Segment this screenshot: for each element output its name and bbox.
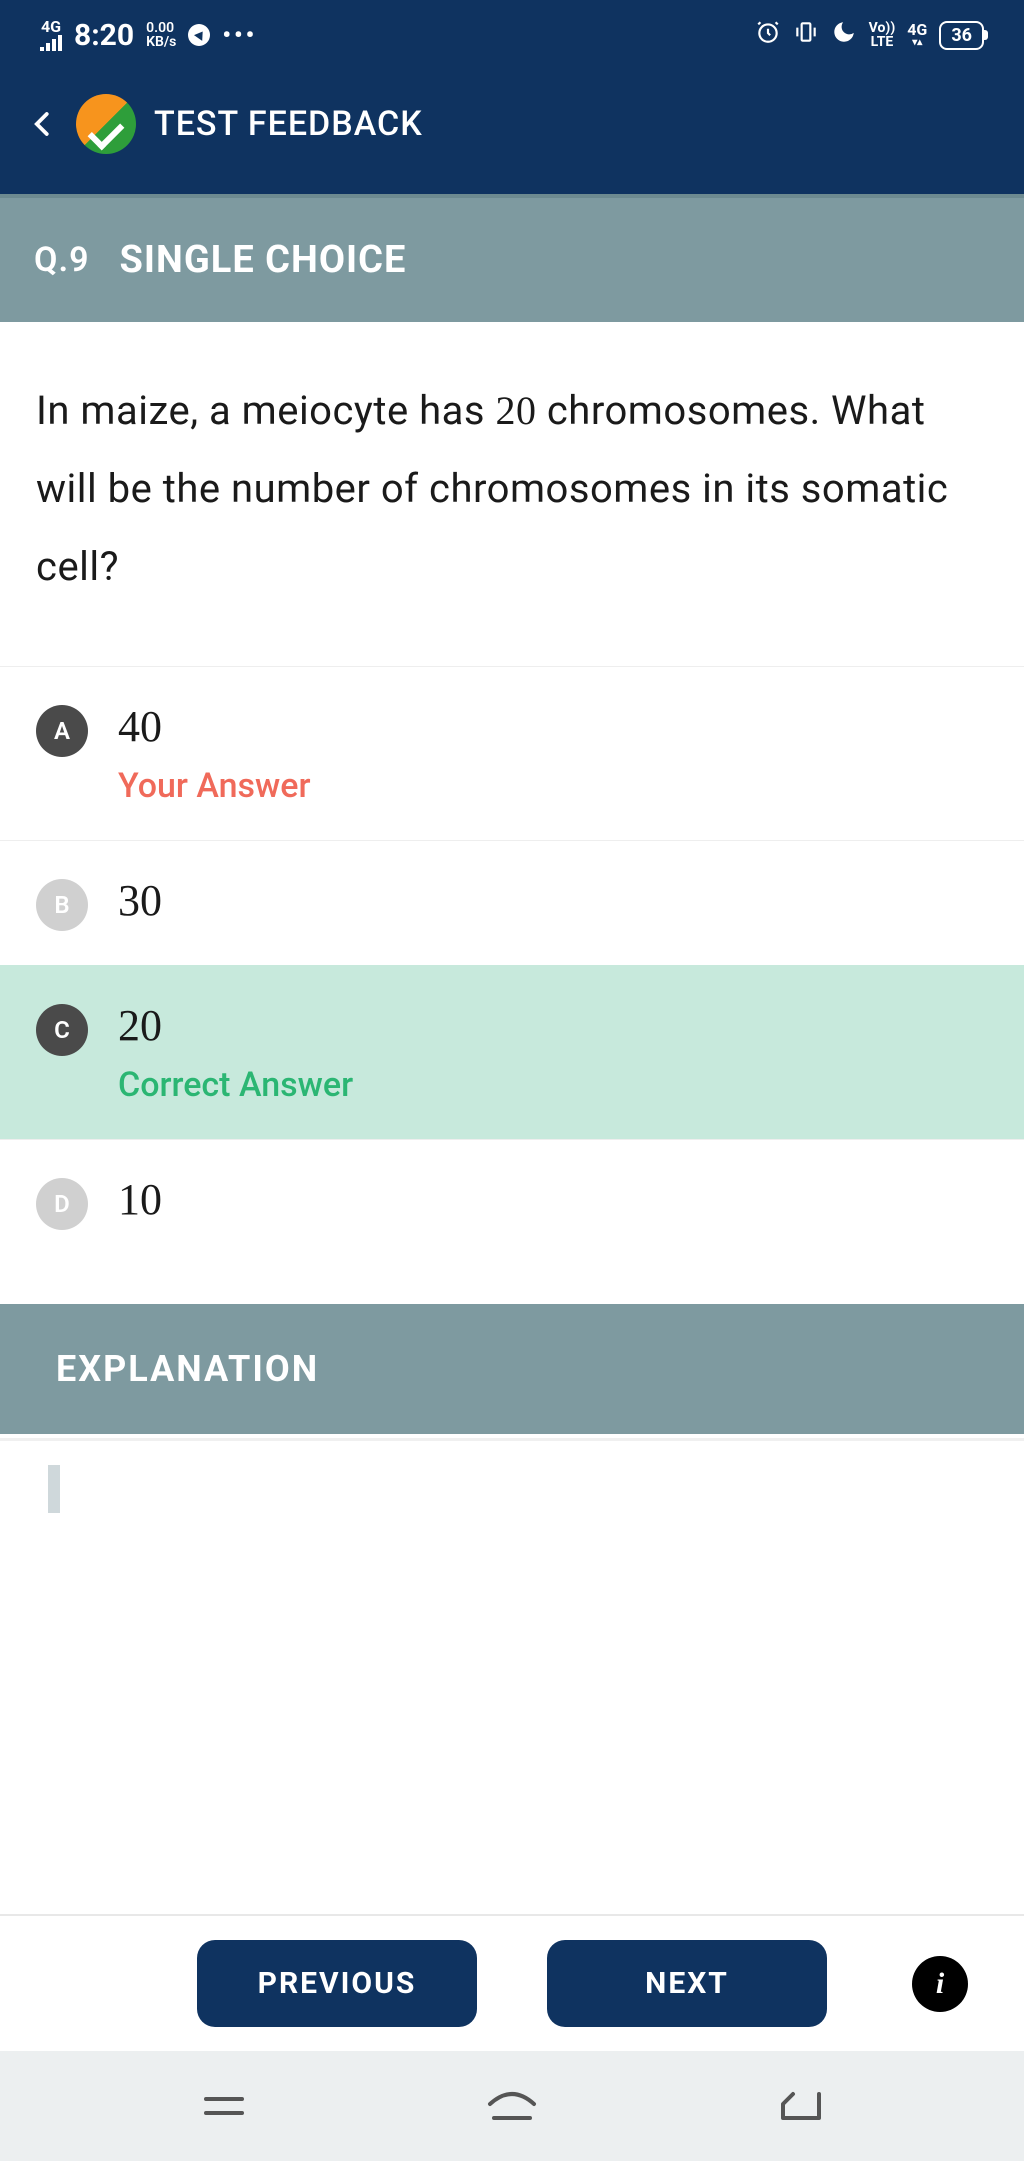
question-number: Q.9	[34, 240, 90, 280]
option-value-a: 40	[118, 701, 311, 752]
page-title: TEST FEEDBACK	[154, 104, 423, 144]
options-list: A 40 Your Answer B 30 C 20 Correct Answe…	[0, 666, 1024, 1264]
status-bar: 4G 8:20 0.00 KB/s ••• Vo)) LTE 4G ▾▴ 36	[0, 0, 1024, 70]
system-nav-bar	[0, 2051, 1024, 2161]
option-badge-b: B	[36, 879, 88, 931]
correct-answer-tag: Correct Answer	[118, 1065, 353, 1105]
option-value-b: 30	[118, 875, 162, 926]
alarm-icon	[755, 19, 781, 51]
battery-icon: 36	[939, 21, 984, 50]
clock-time: 8:20	[74, 18, 134, 53]
volte-bot: LTE	[869, 35, 896, 49]
explanation-body	[0, 1438, 1024, 1914]
nav-bar: PREVIOUS NEXT i	[0, 1914, 1024, 2051]
more-icon: •••	[222, 21, 257, 49]
option-value-c: 20	[118, 1000, 353, 1051]
question-text-part1: In maize, a meiocyte has	[36, 387, 495, 434]
question-text-number: 20	[495, 388, 536, 433]
option-value-d: 10	[118, 1174, 162, 1225]
status-left: 4G 8:20 0.00 KB/s •••	[40, 18, 257, 53]
net-4g-icon: 4G ▾▴	[907, 22, 927, 48]
speedometer-icon	[188, 24, 210, 46]
next-button[interactable]: NEXT	[547, 1940, 827, 2027]
signal-4g-icon: 4G	[40, 19, 62, 51]
option-d[interactable]: D 10	[0, 1139, 1024, 1264]
volte-icon: Vo)) LTE	[869, 21, 896, 49]
vibrate-icon	[793, 19, 819, 51]
app-header: TEST FEEDBACK	[0, 70, 1024, 194]
net4g-top: 4G	[907, 22, 927, 38]
app-logo-icon	[76, 94, 136, 154]
data-rate-unit: KB/s	[146, 35, 176, 49]
status-right: Vo)) LTE 4G ▾▴ 36	[755, 19, 984, 51]
explanation-header[interactable]: EXPLANATION	[0, 1304, 1024, 1434]
option-b[interactable]: B 30	[0, 840, 1024, 965]
moon-icon	[831, 19, 857, 51]
option-badge-d: D	[36, 1178, 88, 1230]
net4g-bot: ▾▴	[907, 38, 927, 48]
recent-apps-icon[interactable]	[189, 2081, 259, 2131]
network-type: 4G	[41, 19, 61, 35]
home-icon[interactable]	[477, 2081, 547, 2131]
option-a[interactable]: A 40 Your Answer	[0, 666, 1024, 840]
question-header: Q.9 SINGLE CHOICE	[0, 194, 1024, 322]
option-badge-c: C	[36, 1004, 88, 1056]
your-answer-tag: Your Answer	[118, 766, 311, 806]
volte-top: Vo))	[869, 21, 896, 35]
previous-button[interactable]: PREVIOUS	[197, 1940, 477, 2027]
data-rate: 0.00 KB/s	[146, 21, 176, 49]
info-button[interactable]: i	[912, 1956, 968, 2012]
back-nav-icon[interactable]	[765, 2081, 835, 2131]
question-type: SINGLE CHOICE	[120, 238, 407, 282]
question-text: In maize, a meiocyte has 20 chromosomes.…	[0, 322, 1024, 666]
gap	[0, 1264, 1024, 1304]
option-c[interactable]: C 20 Correct Answer	[0, 965, 1024, 1139]
data-rate-value: 0.00	[146, 21, 176, 35]
option-badge-a: A	[36, 705, 88, 757]
back-icon[interactable]	[28, 109, 58, 139]
